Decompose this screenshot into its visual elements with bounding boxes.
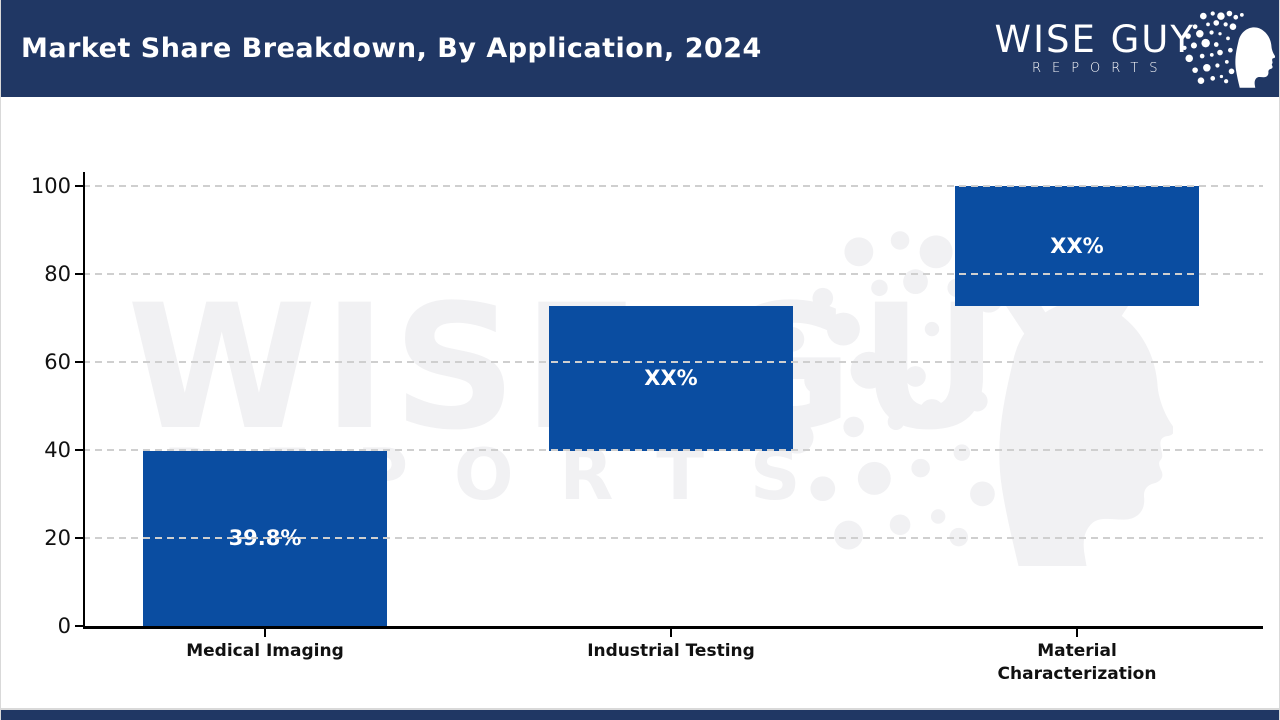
gridline-40 [83,449,1263,451]
chart-title: Market Share Breakdown, By Application, … [21,33,762,64]
brand-logo-text: WISE GUY REPORTS [994,17,1195,77]
gridline-100 [83,185,1263,187]
x-tick-1 [670,629,672,637]
y-tick-80 [75,273,83,275]
brand-logo: WISE GUY REPORTS [994,10,1279,88]
bar-value-label-1: XX% [644,366,698,391]
y-tick-60 [75,361,83,363]
y-tick-label-0: 0 [57,614,71,638]
x-tick-2 [1076,629,1078,637]
bar-1: XX% [549,305,793,451]
x-axis [83,626,1263,629]
y-tick-40 [75,449,83,451]
y-axis [83,172,85,629]
bar-2: XX% [955,186,1199,306]
y-tick-label-60: 60 [44,350,71,374]
x-category-label-2: Material Characterization [997,641,1157,684]
brand-name: WISE GUY [994,17,1195,61]
x-tick-0 [264,629,266,637]
y-tick-0 [75,625,83,627]
footer-bar [1,710,1279,720]
gridline-20 [83,537,1263,539]
y-tick-label-40: 40 [44,438,71,462]
x-category-label-1: Industrial Testing [587,641,755,661]
brand-subname: REPORTS [1031,61,1169,77]
y-tick-20 [75,537,83,539]
gridline-80 [83,273,1263,275]
frame-border [1,708,1279,710]
brand-head-icon [1182,10,1275,88]
y-tick-label-80: 80 [44,262,71,286]
bar-value-label-2: XX% [1050,233,1104,258]
x-category-label-0: Medical Imaging [186,641,344,661]
header-bar: Market Share Breakdown, By Application, … [1,0,1279,97]
y-tick-label-20: 20 [44,526,71,550]
gridline-60 [83,361,1263,363]
y-tick-label-100: 100 [30,174,71,198]
y-tick-100 [75,185,83,187]
